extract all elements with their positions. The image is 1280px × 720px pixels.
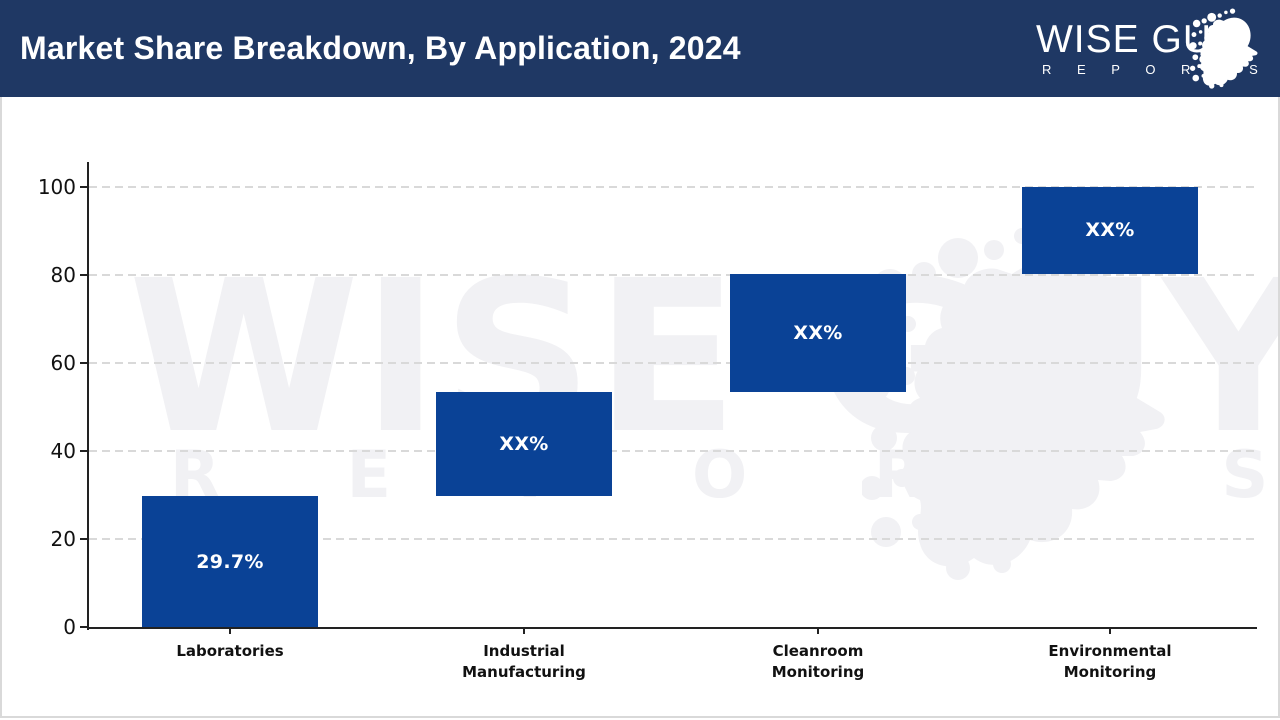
y-tick-label-40: 40 bbox=[50, 439, 76, 463]
bar-value-label-environmental-monitoring: XX% bbox=[1085, 219, 1135, 242]
y-tick-80 bbox=[80, 274, 87, 276]
logo-wordmark: WISE GUY bbox=[1036, 18, 1240, 61]
bar-environmental-monitoring: XX% bbox=[1022, 187, 1198, 274]
x-tick-environmental-monitoring bbox=[1109, 627, 1111, 634]
y-tick-label-60: 60 bbox=[50, 351, 76, 375]
y-tick-60 bbox=[80, 362, 87, 364]
page-border-bottom bbox=[0, 716, 1280, 718]
brand-logo: WISE GUY R E P O R T S bbox=[1036, 6, 1266, 92]
logo-wordmark-block: WISE GUY R E P O R T S bbox=[1036, 18, 1269, 78]
x-category-label-laboratories: Laboratories bbox=[120, 641, 340, 662]
y-tick-label-80: 80 bbox=[50, 263, 76, 287]
bar-cleanroom-monitoring: XX% bbox=[730, 273, 906, 393]
y-axis-line bbox=[87, 162, 89, 630]
x-category-label-line: Laboratories bbox=[176, 642, 284, 660]
y-tick-0 bbox=[80, 626, 87, 628]
page-title: Market Share Breakdown, By Application, … bbox=[20, 30, 741, 66]
x-category-label-industrial-manufacturing: Industrial Manufacturing bbox=[414, 641, 634, 683]
x-tick-laboratories bbox=[229, 627, 231, 634]
x-category-label-line: Cleanroom bbox=[772, 642, 864, 660]
x-axis-line bbox=[87, 627, 1257, 629]
logo-reports-text: R E P O R T S bbox=[1042, 62, 1269, 77]
x-tick-industrial-manufacturing bbox=[523, 627, 525, 634]
gridline-80 bbox=[89, 274, 1256, 276]
page-border-left bbox=[0, 97, 2, 717]
y-tick-40 bbox=[80, 450, 87, 452]
x-category-label-cleanroom-monitoring: Cleanroom Monitoring bbox=[708, 641, 928, 683]
y-tick-label-20: 20 bbox=[50, 527, 76, 551]
gridline-60 bbox=[89, 362, 1256, 364]
bar-industrial-manufacturing: XX% bbox=[436, 392, 612, 497]
y-tick-100 bbox=[80, 186, 87, 188]
gridline-40 bbox=[89, 450, 1256, 452]
x-tick-cleanroom-monitoring bbox=[817, 627, 819, 634]
report-header: Market Share Breakdown, By Application, … bbox=[0, 0, 1280, 97]
bar-laboratories: 29.7% bbox=[142, 496, 318, 627]
x-category-label-line: Monitoring bbox=[1063, 663, 1157, 681]
y-tick-label-100: 100 bbox=[37, 175, 76, 199]
logo-face-icon bbox=[1189, 8, 1258, 89]
x-category-label-line: Industrial bbox=[483, 642, 565, 660]
page-border-right bbox=[1278, 97, 1280, 717]
x-category-label-line: Monitoring bbox=[771, 663, 865, 681]
x-category-label-environmental-monitoring: Environmental Monitoring bbox=[1000, 641, 1220, 683]
x-category-label-line: Environmental bbox=[1048, 642, 1172, 660]
y-tick-20 bbox=[80, 538, 87, 540]
bar-value-label-industrial-manufacturing: XX% bbox=[499, 433, 549, 456]
y-tick-label-0: 0 bbox=[63, 615, 76, 639]
gridline-100 bbox=[89, 186, 1256, 188]
gridline-20 bbox=[89, 538, 1256, 540]
x-category-label-line: Manufacturing bbox=[462, 663, 586, 681]
plot-area: 0 20 40 60 80 100 29.7% Laboratories XX% Industri… bbox=[0, 97, 1280, 720]
bar-value-label-laboratories: 29.7% bbox=[196, 550, 264, 573]
bar-value-label-cleanroom-monitoring: XX% bbox=[793, 321, 843, 344]
